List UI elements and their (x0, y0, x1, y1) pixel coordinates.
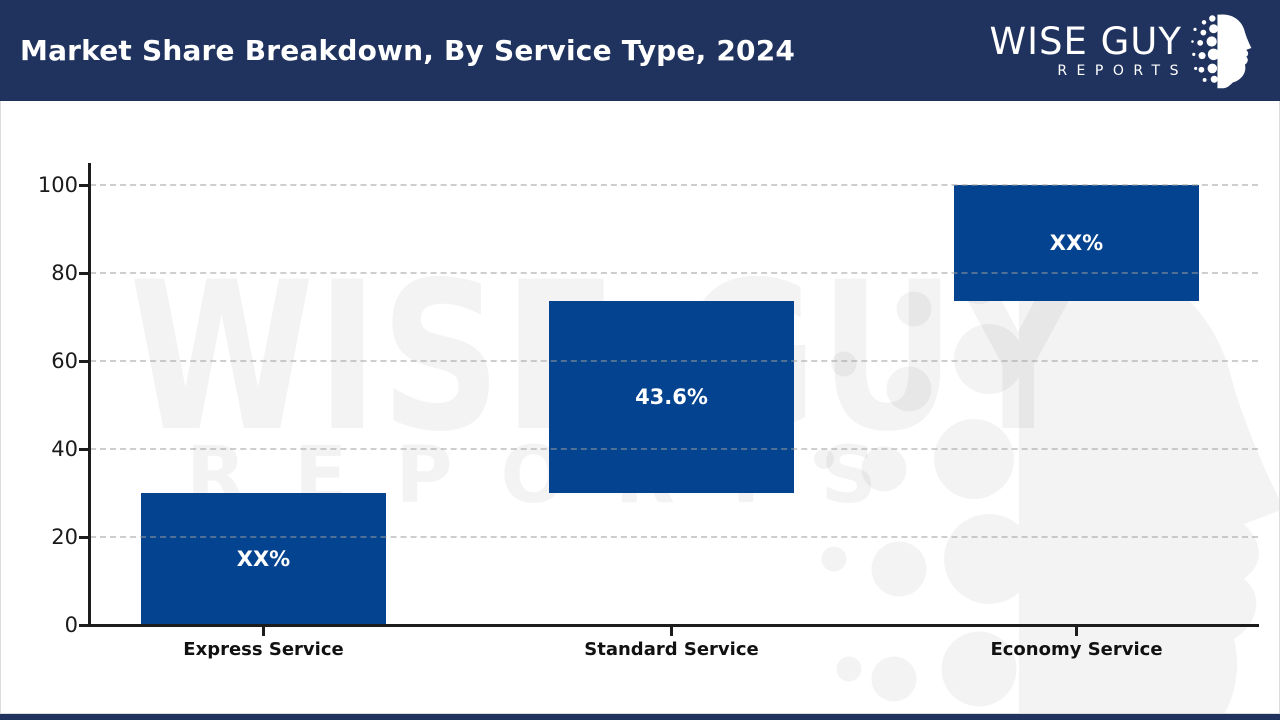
logo-text: WISE GUY REPORTS (990, 23, 1182, 79)
gridline-60 (90, 360, 1258, 362)
dotted-head-icon (1191, 14, 1252, 89)
x-tick-economy-service (1075, 627, 1078, 636)
x-tick-standard-service (670, 627, 673, 636)
gridline-40 (90, 448, 1258, 450)
bar-express-service: XX% (141, 493, 386, 625)
header-bar: Market Share Breakdown, By Service Type,… (0, 0, 1280, 101)
wiseguy-logo: WISE GUY REPORTS (990, 12, 1252, 89)
y-tick-80 (79, 272, 88, 275)
x-axis-line (88, 624, 1259, 627)
y-tick-label-100: 100 (37, 173, 78, 197)
y-tick-label-40: 40 (51, 437, 78, 461)
y-tick-label-0: 0 (64, 613, 78, 637)
y-tick-label-80: 80 (51, 261, 78, 285)
y-tick-100 (79, 184, 88, 187)
logo-name: WISE GUY (989, 19, 1182, 63)
bar-value-label: XX% (236, 547, 291, 571)
y-tick-label-60: 60 (51, 349, 78, 373)
y-tick-0 (79, 624, 88, 627)
x-tick-express-service (262, 627, 265, 636)
gridline-80 (90, 272, 1258, 274)
x-category-label-express-service: Express Service (183, 639, 344, 660)
gridline-20 (90, 536, 1258, 538)
y-tick-label-20: 20 (51, 525, 78, 549)
x-category-label-standard-service: Standard Service (584, 639, 759, 660)
bar-standard-service: 43.6% (549, 301, 794, 493)
gridline-100 (90, 184, 1258, 186)
y-tick-20 (79, 536, 88, 539)
bar-value-label: XX% (1049, 231, 1104, 256)
bar-economy-service: XX% (954, 185, 1199, 302)
page-title: Market Share Breakdown, By Service Type,… (20, 34, 796, 67)
y-axis-line (88, 163, 91, 627)
footer-bar (0, 713, 1280, 720)
bar-value-label: 43.6% (635, 385, 708, 410)
x-category-label-economy-service: Economy Service (990, 639, 1163, 660)
y-tick-40 (79, 448, 88, 451)
y-tick-60 (79, 360, 88, 363)
logo-subtitle: REPORTS (1057, 62, 1188, 79)
